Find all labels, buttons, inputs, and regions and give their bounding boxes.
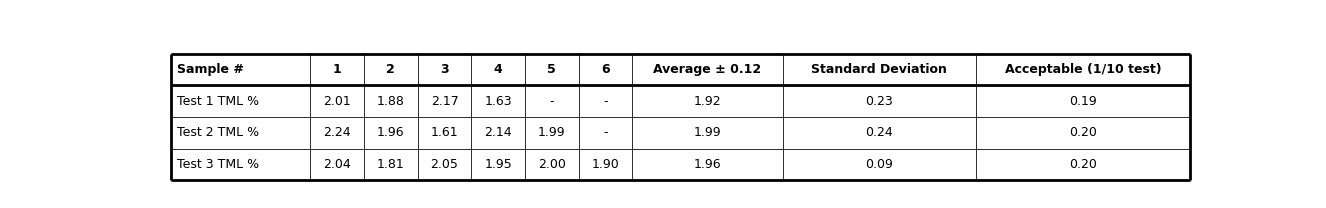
Bar [310,85,365,117]
Bar [171,149,310,180]
Text: -: - [549,95,554,108]
Bar [525,117,578,149]
Text: 2: 2 [386,63,395,76]
Text: -: - [603,95,607,108]
Text: 1.61: 1.61 [431,126,459,139]
Bar [633,54,782,85]
Text: 0.20: 0.20 [1069,126,1097,139]
Bar [365,117,418,149]
Bar [578,117,633,149]
Text: 2.04: 2.04 [324,158,351,171]
Bar [171,117,310,149]
Text: Test 3 TML %: Test 3 TML % [178,158,259,171]
Bar [418,85,471,117]
Bar [471,54,525,85]
Text: 5: 5 [548,63,556,76]
Text: 1.96: 1.96 [693,158,721,171]
Text: 0.09: 0.09 [865,158,892,171]
Bar [633,149,782,180]
Text: Test 2 TML %: Test 2 TML % [178,126,259,139]
Bar [782,54,976,85]
Text: 1.99: 1.99 [693,126,721,139]
Text: 1.96: 1.96 [377,126,404,139]
Bar [471,149,525,180]
Text: 1.88: 1.88 [377,95,404,108]
Bar [976,54,1191,85]
Bar [171,54,310,85]
Bar [782,117,976,149]
Text: 1.81: 1.81 [377,158,404,171]
Bar [525,54,578,85]
Text: Average ± 0.12: Average ± 0.12 [654,63,761,76]
Text: 4: 4 [493,63,503,76]
Bar [365,85,418,117]
Text: 1.63: 1.63 [484,95,512,108]
Bar [578,54,633,85]
Text: 2.17: 2.17 [431,95,459,108]
Text: 2.00: 2.00 [538,158,566,171]
Bar [782,85,976,117]
Bar [365,149,418,180]
Bar [525,85,578,117]
Bar [471,85,525,117]
Bar [525,149,578,180]
Text: Acceptable (1/10 test): Acceptable (1/10 test) [1005,63,1162,76]
Text: 1.99: 1.99 [538,126,566,139]
Text: 2.01: 2.01 [324,95,351,108]
Text: 2.14: 2.14 [484,126,512,139]
Bar [418,149,471,180]
Bar [578,149,633,180]
Bar [782,149,976,180]
Bar [633,85,782,117]
Text: 1.90: 1.90 [591,158,619,171]
Bar [418,54,471,85]
Text: Sample #: Sample # [178,63,244,76]
Bar [171,85,310,117]
Bar [633,117,782,149]
Text: 2.05: 2.05 [431,158,459,171]
Bar [310,117,365,149]
Bar [578,85,633,117]
Bar [976,149,1191,180]
Bar [310,54,365,85]
Text: 1: 1 [333,63,342,76]
Text: 0.23: 0.23 [866,95,892,108]
Bar [365,54,418,85]
Bar [976,117,1191,149]
Bar [471,117,525,149]
Text: 6: 6 [601,63,610,76]
Text: 3: 3 [440,63,448,76]
Bar [310,149,365,180]
Text: 1.95: 1.95 [484,158,512,171]
Text: 2.24: 2.24 [324,126,351,139]
Text: 1.92: 1.92 [693,95,721,108]
Text: 0.20: 0.20 [1069,158,1097,171]
Text: Test 1 TML %: Test 1 TML % [178,95,259,108]
Text: Standard Deviation: Standard Deviation [812,63,947,76]
Text: 0.24: 0.24 [866,126,892,139]
Text: 0.19: 0.19 [1069,95,1097,108]
Bar [418,117,471,149]
Text: -: - [603,126,607,139]
Bar [976,85,1191,117]
